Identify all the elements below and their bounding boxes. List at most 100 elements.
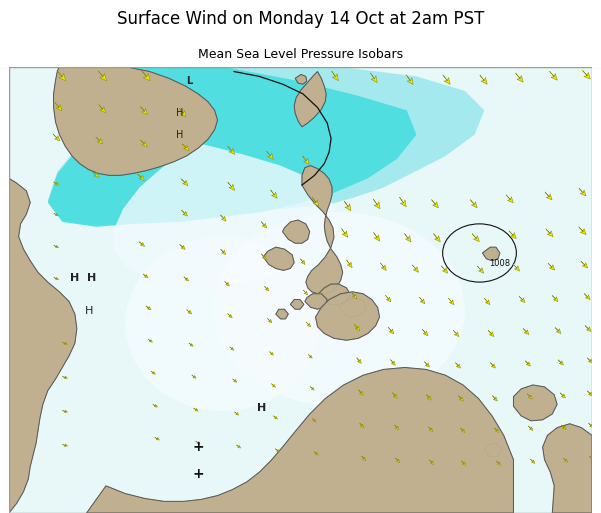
FancyArrow shape [347, 260, 352, 268]
FancyArrow shape [406, 75, 413, 85]
Text: H: H [85, 306, 94, 316]
FancyArrow shape [225, 282, 229, 286]
FancyArrow shape [261, 254, 266, 260]
Polygon shape [276, 309, 288, 319]
FancyArrow shape [356, 358, 361, 363]
FancyArrow shape [394, 425, 399, 430]
Polygon shape [263, 247, 294, 270]
FancyArrow shape [560, 393, 566, 398]
FancyArrow shape [433, 233, 441, 242]
FancyArrow shape [579, 188, 586, 196]
FancyArrow shape [63, 444, 67, 446]
Text: H: H [257, 403, 266, 413]
FancyArrow shape [194, 408, 198, 411]
FancyArrow shape [99, 105, 106, 113]
FancyArrow shape [488, 330, 494, 337]
Text: H: H [176, 108, 183, 119]
FancyArrow shape [587, 358, 593, 363]
FancyArrow shape [588, 423, 593, 427]
Polygon shape [87, 367, 513, 513]
FancyArrow shape [460, 428, 465, 432]
Polygon shape [9, 67, 77, 513]
Ellipse shape [213, 212, 465, 406]
Text: H: H [87, 273, 96, 283]
FancyArrow shape [98, 71, 106, 81]
FancyArrow shape [506, 195, 513, 203]
FancyArrow shape [273, 416, 278, 419]
FancyArrow shape [430, 460, 434, 465]
FancyArrow shape [443, 75, 450, 84]
FancyArrow shape [388, 327, 394, 334]
FancyArrow shape [313, 198, 319, 206]
FancyArrow shape [395, 458, 400, 463]
FancyArrow shape [448, 298, 454, 305]
FancyArrow shape [53, 182, 59, 185]
FancyArrow shape [359, 423, 364, 428]
FancyArrow shape [590, 456, 594, 461]
FancyArrow shape [179, 108, 186, 116]
Polygon shape [290, 300, 304, 309]
FancyArrow shape [151, 371, 156, 374]
Text: Mean Sea Level Pressure Isobars: Mean Sea Level Pressure Isobars [198, 48, 403, 61]
Text: H: H [70, 273, 79, 283]
FancyArrow shape [228, 146, 234, 154]
FancyArrow shape [148, 339, 153, 342]
Text: Surface Wind on Monday 14 Oct at 2am PST: Surface Wind on Monday 14 Oct at 2am PST [117, 10, 484, 28]
FancyArrow shape [153, 404, 157, 407]
FancyArrow shape [426, 394, 432, 400]
FancyArrow shape [582, 70, 590, 79]
Text: H: H [176, 130, 183, 140]
FancyArrow shape [563, 458, 568, 462]
FancyArrow shape [96, 137, 103, 144]
Polygon shape [114, 144, 334, 288]
FancyArrow shape [221, 215, 226, 221]
Polygon shape [316, 292, 380, 340]
FancyArrow shape [391, 360, 395, 365]
FancyArrow shape [332, 71, 338, 81]
FancyArrow shape [264, 286, 269, 291]
FancyArrow shape [380, 263, 386, 270]
FancyArrow shape [545, 192, 552, 200]
FancyArrow shape [182, 210, 188, 216]
FancyArrow shape [266, 151, 273, 160]
FancyArrow shape [341, 228, 347, 238]
FancyArrow shape [373, 232, 380, 241]
Polygon shape [483, 247, 500, 261]
Polygon shape [317, 284, 350, 304]
FancyArrow shape [584, 293, 590, 300]
FancyArrow shape [55, 103, 62, 111]
FancyArrow shape [234, 412, 239, 415]
Polygon shape [282, 220, 310, 243]
FancyArrow shape [270, 190, 277, 199]
Polygon shape [543, 424, 592, 513]
FancyArrow shape [419, 297, 425, 304]
FancyArrow shape [432, 200, 438, 208]
FancyArrow shape [310, 387, 314, 390]
FancyArrow shape [355, 324, 360, 331]
FancyArrow shape [192, 375, 196, 378]
FancyArrow shape [523, 328, 529, 334]
FancyArrow shape [456, 363, 460, 368]
FancyArrow shape [182, 144, 189, 151]
FancyArrow shape [392, 392, 397, 398]
FancyArrow shape [344, 201, 351, 211]
FancyArrow shape [141, 107, 147, 115]
FancyArrow shape [549, 71, 557, 80]
FancyArrow shape [272, 384, 275, 387]
FancyArrow shape [490, 363, 495, 368]
FancyArrow shape [63, 376, 67, 379]
Polygon shape [295, 74, 307, 84]
Polygon shape [339, 298, 366, 317]
FancyArrow shape [228, 182, 234, 190]
Polygon shape [47, 67, 484, 226]
FancyArrow shape [412, 265, 418, 272]
FancyArrow shape [155, 438, 159, 440]
FancyArrow shape [312, 419, 316, 422]
Text: 1008: 1008 [489, 260, 510, 268]
FancyArrow shape [267, 319, 272, 323]
FancyArrow shape [528, 426, 533, 430]
FancyArrow shape [143, 274, 148, 278]
FancyArrow shape [525, 361, 531, 366]
FancyArrow shape [546, 229, 553, 236]
FancyArrow shape [141, 140, 147, 147]
